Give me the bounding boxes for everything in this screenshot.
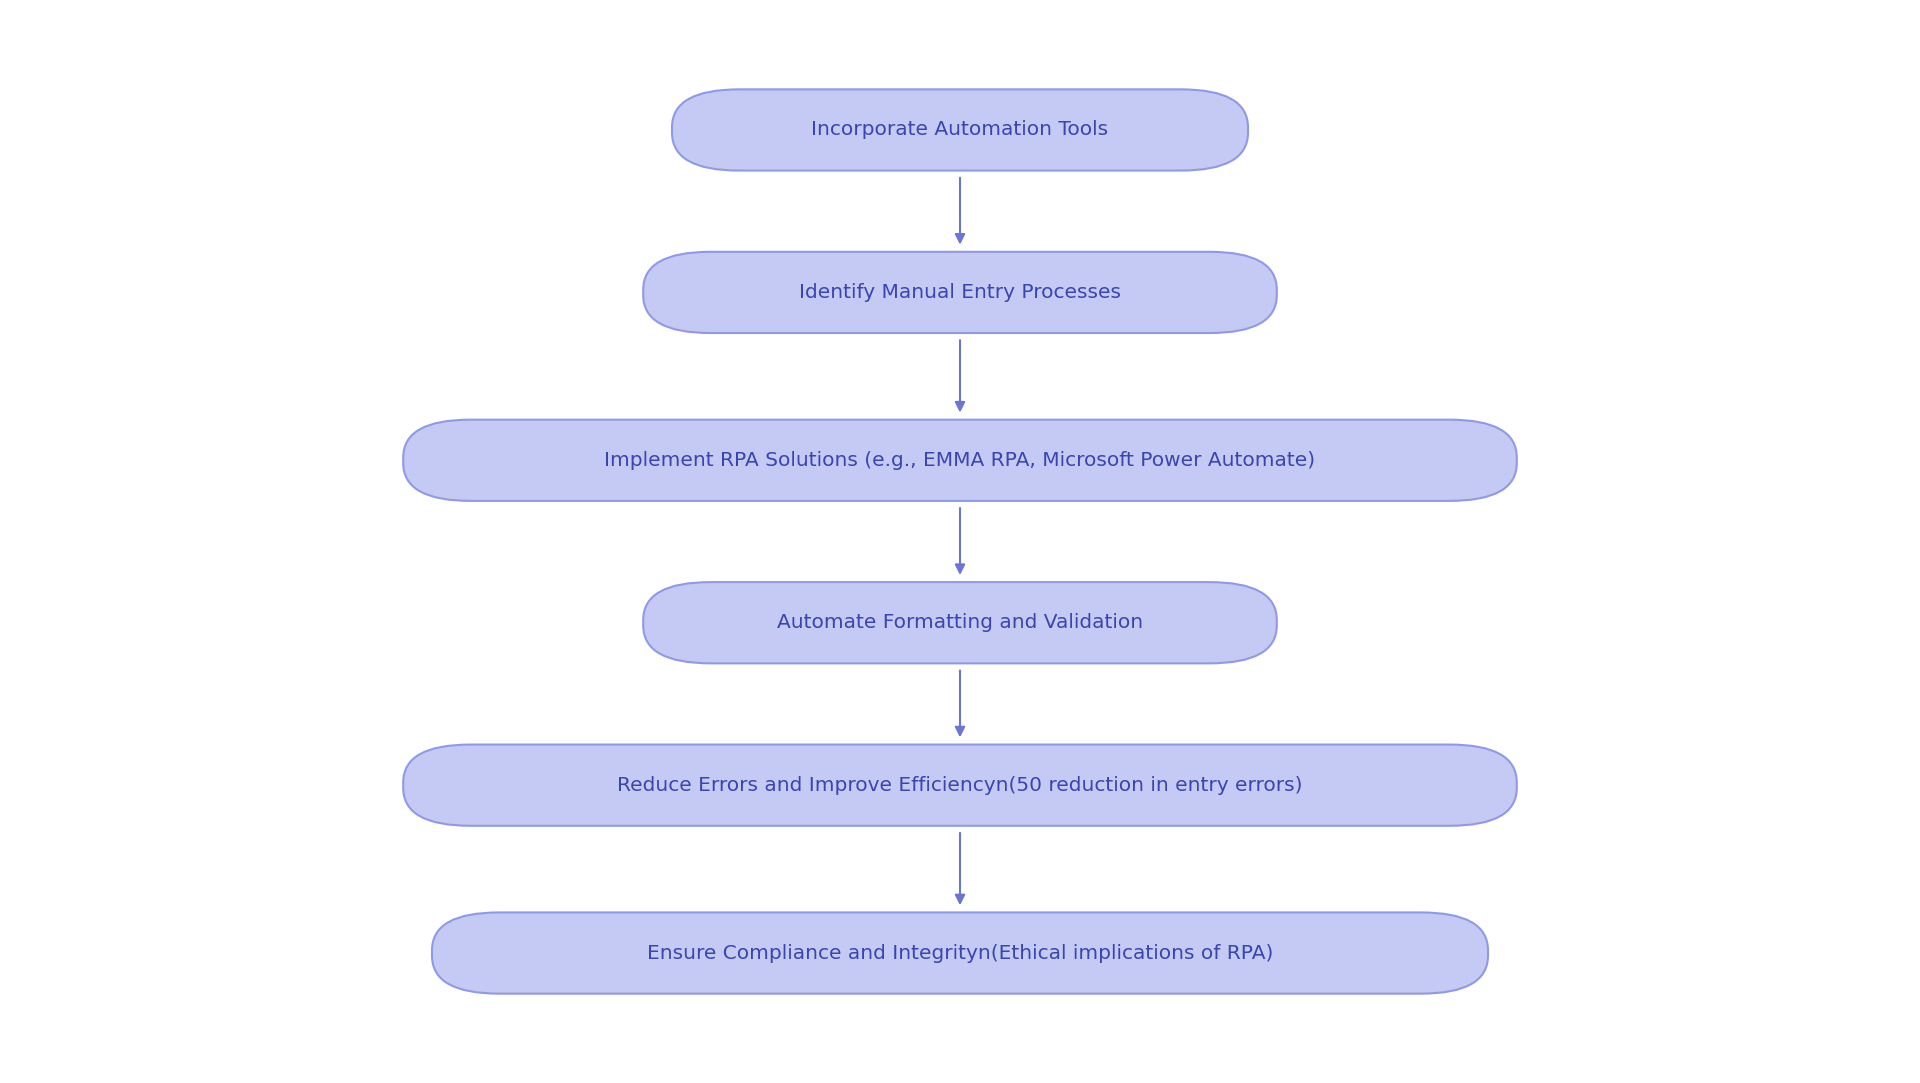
FancyBboxPatch shape (672, 90, 1248, 170)
Text: Identify Manual Entry Processes: Identify Manual Entry Processes (799, 283, 1121, 302)
Text: Incorporate Automation Tools: Incorporate Automation Tools (812, 120, 1108, 140)
FancyBboxPatch shape (403, 745, 1517, 825)
Text: Ensure Compliance and Integrityn(Ethical implications of RPA): Ensure Compliance and Integrityn(Ethical… (647, 943, 1273, 963)
FancyBboxPatch shape (643, 252, 1277, 334)
Text: Automate Formatting and Validation: Automate Formatting and Validation (778, 613, 1142, 632)
Text: Implement RPA Solutions (e.g., EMMA RPA, Microsoft Power Automate): Implement RPA Solutions (e.g., EMMA RPA,… (605, 451, 1315, 470)
FancyBboxPatch shape (403, 420, 1517, 500)
Text: Reduce Errors and Improve Efficiencyn(50 reduction in entry errors): Reduce Errors and Improve Efficiencyn(50… (616, 775, 1304, 795)
FancyBboxPatch shape (432, 912, 1488, 994)
FancyBboxPatch shape (643, 583, 1277, 663)
